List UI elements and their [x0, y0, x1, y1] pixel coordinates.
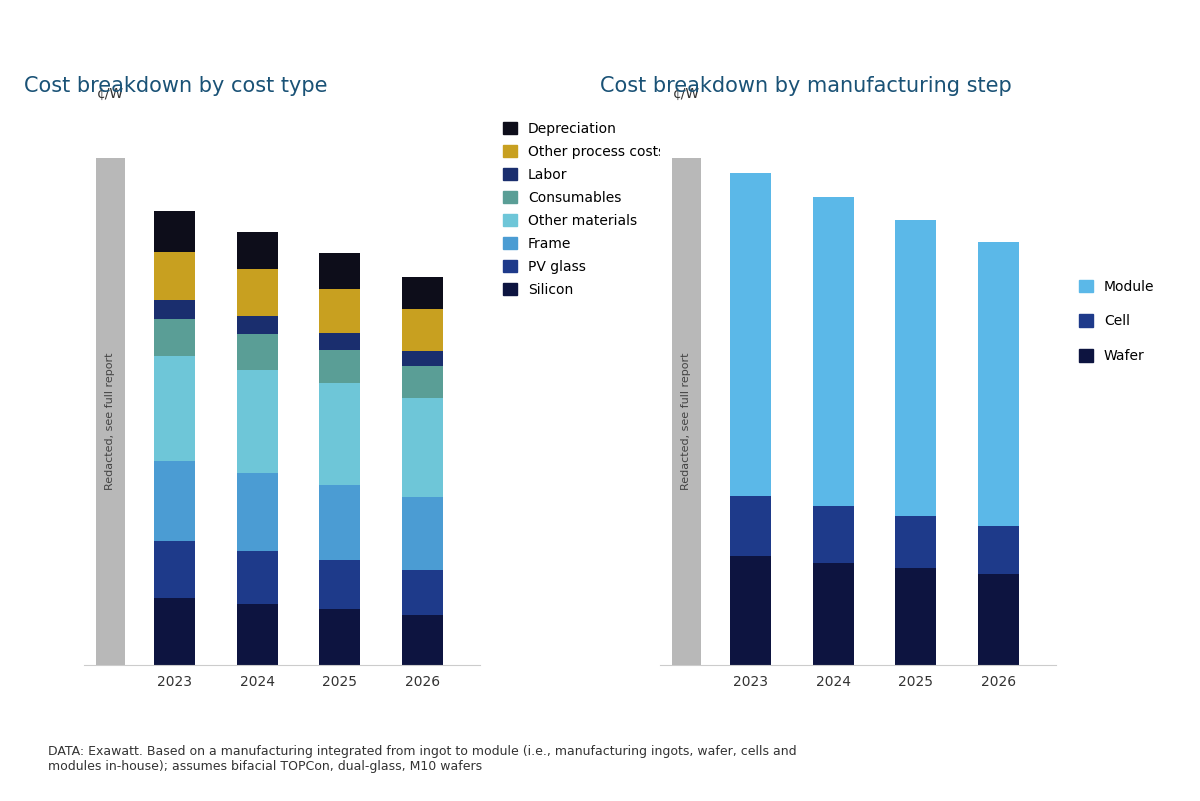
Bar: [402, 614, 443, 665]
Bar: [236, 231, 278, 269]
Text: ¢/W: ¢/W: [96, 87, 124, 101]
Bar: [319, 350, 360, 383]
Bar: [319, 333, 360, 350]
Text: Cost breakdown by cost type: Cost breakdown by cost type: [24, 76, 328, 96]
Bar: [154, 211, 196, 252]
Bar: [154, 319, 196, 356]
Bar: [154, 252, 196, 300]
Bar: [402, 366, 443, 397]
Bar: [978, 243, 1019, 525]
Text: DATA: Exawatt. Based on a manufacturing integrated from ingot to module (i.e., m: DATA: Exawatt. Based on a manufacturing …: [48, 745, 797, 773]
Bar: [319, 485, 360, 560]
Bar: [319, 288, 360, 333]
Bar: [96, 159, 125, 665]
Bar: [730, 556, 772, 665]
Bar: [236, 334, 278, 370]
Bar: [402, 351, 443, 366]
Bar: [402, 308, 443, 351]
Bar: [402, 570, 443, 614]
Bar: [154, 461, 196, 541]
Bar: [154, 300, 196, 319]
Bar: [319, 560, 360, 609]
Bar: [154, 598, 196, 665]
Bar: [236, 316, 278, 334]
Bar: [895, 219, 936, 516]
Legend: Module, Cell, Wafer: Module, Cell, Wafer: [1079, 280, 1154, 364]
Text: Cost breakdown by manufacturing step: Cost breakdown by manufacturing step: [600, 76, 1012, 96]
Bar: [236, 604, 278, 665]
Bar: [730, 496, 772, 556]
Text: Redacted, see full report: Redacted, see full report: [106, 353, 115, 490]
Bar: [402, 497, 443, 570]
Bar: [319, 253, 360, 288]
Bar: [812, 505, 854, 562]
Bar: [812, 562, 854, 665]
Bar: [812, 197, 854, 505]
Bar: [402, 277, 443, 308]
Bar: [154, 541, 196, 598]
Text: ¢/W: ¢/W: [672, 87, 700, 101]
Bar: [319, 609, 360, 665]
Text: Redacted, see full report: Redacted, see full report: [682, 353, 691, 490]
Bar: [319, 383, 360, 485]
Bar: [236, 370, 278, 473]
Legend: Depreciation, Other process costs, Labor, Consumables, Other materials, Frame, P: Depreciation, Other process costs, Labor…: [503, 122, 665, 297]
Bar: [154, 356, 196, 461]
Bar: [672, 159, 701, 665]
Bar: [236, 269, 278, 316]
Bar: [978, 574, 1019, 665]
Bar: [236, 473, 278, 551]
Bar: [402, 397, 443, 497]
Bar: [895, 516, 936, 569]
Bar: [236, 551, 278, 604]
Bar: [978, 525, 1019, 574]
Bar: [895, 569, 936, 665]
Bar: [730, 173, 772, 496]
